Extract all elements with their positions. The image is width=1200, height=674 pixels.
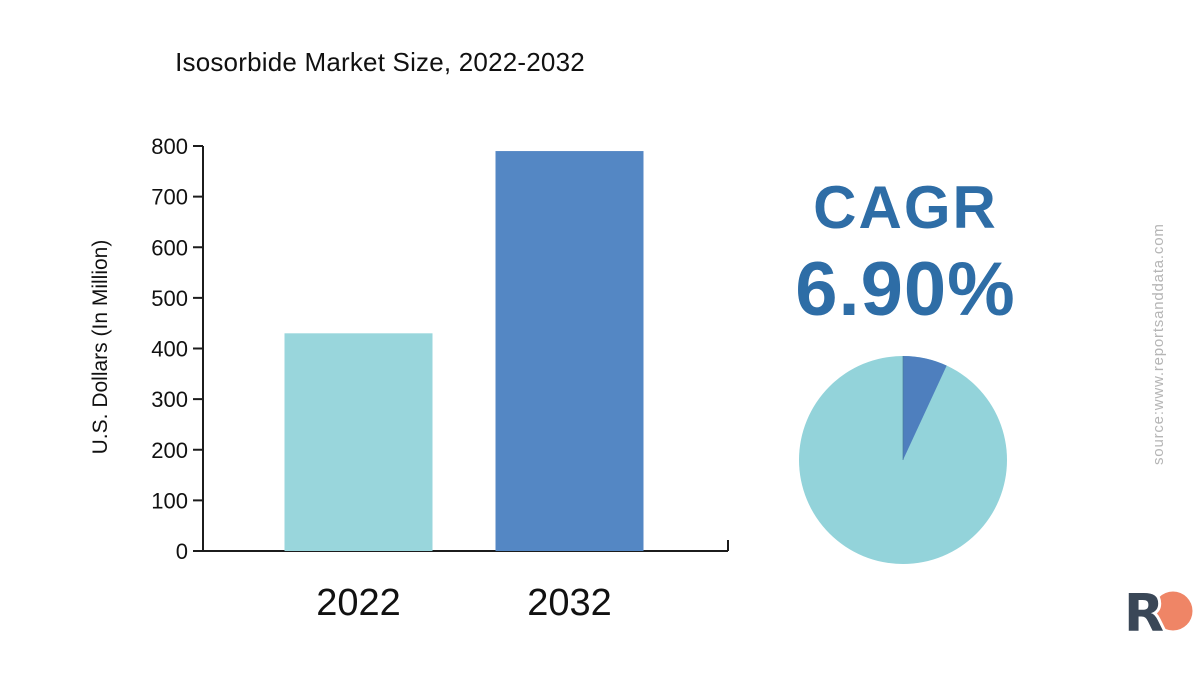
bar-2032 xyxy=(495,151,644,551)
x-category-label: 2022 xyxy=(316,582,401,624)
cagr-label: CAGR xyxy=(813,174,998,241)
x-category-label: 2032 xyxy=(527,582,612,624)
logo-orange-dot xyxy=(1153,591,1193,631)
y-tick-label: 800 xyxy=(151,134,188,159)
cagr-block: CAGR 6.90% xyxy=(758,178,1053,328)
reports-and-data-logo: R xyxy=(1118,581,1200,647)
y-tick-label: 200 xyxy=(151,438,188,463)
y-tick-label: 300 xyxy=(151,387,188,412)
pie-chart xyxy=(799,356,1007,564)
pie-slice-cagr xyxy=(903,356,947,460)
y-tick-label: 700 xyxy=(151,185,188,210)
y-tick-label: 500 xyxy=(151,286,188,311)
y-tick-label: 600 xyxy=(151,235,188,260)
chart-title: Isosorbide Market Size, 2022-2032 xyxy=(175,47,585,77)
y-tick-label: 100 xyxy=(151,488,188,513)
y-tick-label: 0 xyxy=(176,539,188,564)
source-note: source:www.reportsanddata.com xyxy=(1150,223,1167,465)
logo-letter: R xyxy=(1124,584,1164,640)
bar-chart: U.S. Dollars (In Million) 0 100 200 300 400 50… xyxy=(89,134,729,624)
bar-2022 xyxy=(284,333,433,551)
y-tick-label: 400 xyxy=(151,337,188,362)
cagr-value: 6.90% xyxy=(795,247,1016,332)
y-axis-title: U.S. Dollars (In Million) xyxy=(89,240,112,455)
